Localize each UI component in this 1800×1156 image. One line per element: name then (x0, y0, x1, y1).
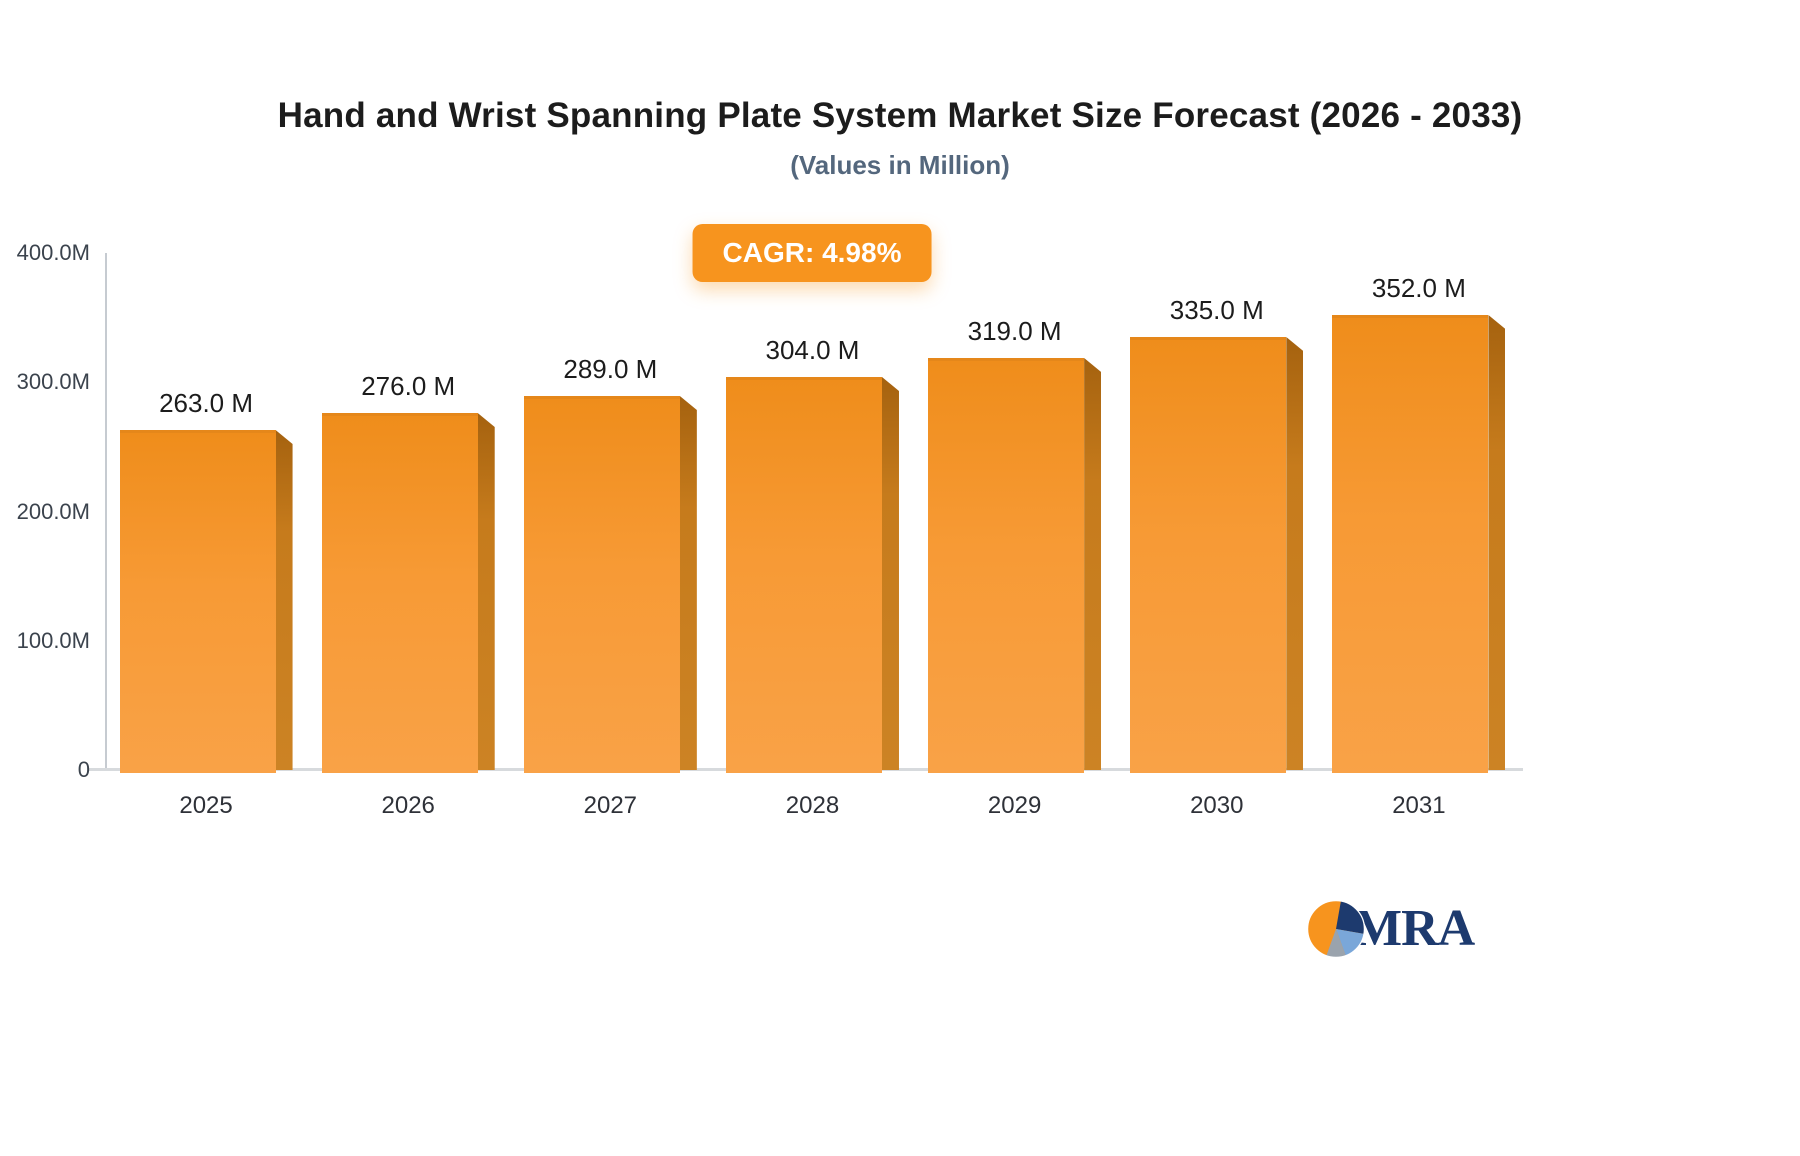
bar-2030: 335.0 M 2030 (1130, 295, 1304, 819)
x-axis-label: 2027 (583, 792, 638, 819)
bar-side-shadow (477, 413, 495, 770)
bar-2028: 304.0 M 2028 (725, 335, 899, 819)
bar-side-shadow (881, 377, 899, 770)
x-axis-label: 2026 (381, 792, 435, 819)
bar-value-label: 319.0 M (967, 316, 1062, 346)
bar-face (321, 413, 478, 773)
logo-text: MRA (1353, 900, 1475, 957)
y-tick-label: 100.0M (16, 627, 90, 653)
bar-value-label: 352.0 M (1371, 273, 1466, 303)
bar-side-shadow (1286, 337, 1304, 770)
logo-pie-icon (1306, 899, 1366, 959)
y-tick-label: 200.0M (16, 498, 90, 524)
bar-side-shadow (1488, 315, 1506, 770)
y-tick-label: 0 (77, 757, 90, 782)
x-axis-label: 2030 (1190, 792, 1244, 819)
x-axis-label: 2025 (179, 792, 233, 819)
bar-side-shadow (275, 430, 293, 770)
y-axis-tick-labels: 0 100.0M 200.0M 300.0M 400.0M (0, 242, 90, 781)
company-logo: MRA (1305, 898, 1475, 960)
bar-2025: 263.0 M 2025 (119, 388, 293, 819)
chart-subtitle: (Values in Million) (790, 150, 1010, 180)
bar-2029: 319.0 M 2029 (928, 316, 1102, 819)
bar-face (1332, 315, 1489, 773)
cagr-badge: CAGR: 4.98% (692, 224, 932, 282)
y-axis-line (105, 253, 107, 770)
bar-side-shadow (1084, 358, 1102, 770)
bar-face (928, 358, 1085, 773)
chart-title: Hand and Wrist Spanning Plate System Mar… (277, 96, 1523, 135)
y-tick-label: 300.0M (16, 369, 90, 395)
bar-face (1130, 337, 1287, 773)
bar-face (725, 377, 882, 773)
bar-2031: 352.0 M 2031 (1332, 273, 1506, 819)
x-axis-label: 2029 (987, 792, 1042, 819)
x-axis-label: 2031 (1392, 792, 1446, 819)
bar-value-label: 289.0 M (563, 354, 658, 384)
bar-2026: 276.0 M 2026 (321, 371, 495, 819)
plot-area: 263.0 M 2025 276.0 M 2026 289.0 M 2027 304.0 M… (105, 253, 1520, 819)
bar-value-label: 263.0 M (159, 388, 254, 418)
bar-value-label: 304.0 M (765, 335, 860, 365)
y-tick-label: 400.0M (16, 240, 90, 265)
bar-value-label: 335.0 M (1169, 295, 1264, 325)
bar-2027: 289.0 M 2027 (523, 354, 697, 819)
bar-value-label: 276.0 M (361, 371, 456, 401)
x-axis-label: 2028 (785, 792, 840, 819)
bar-face (119, 430, 276, 773)
bar-face (523, 396, 680, 773)
bar-side-shadow (679, 396, 697, 770)
